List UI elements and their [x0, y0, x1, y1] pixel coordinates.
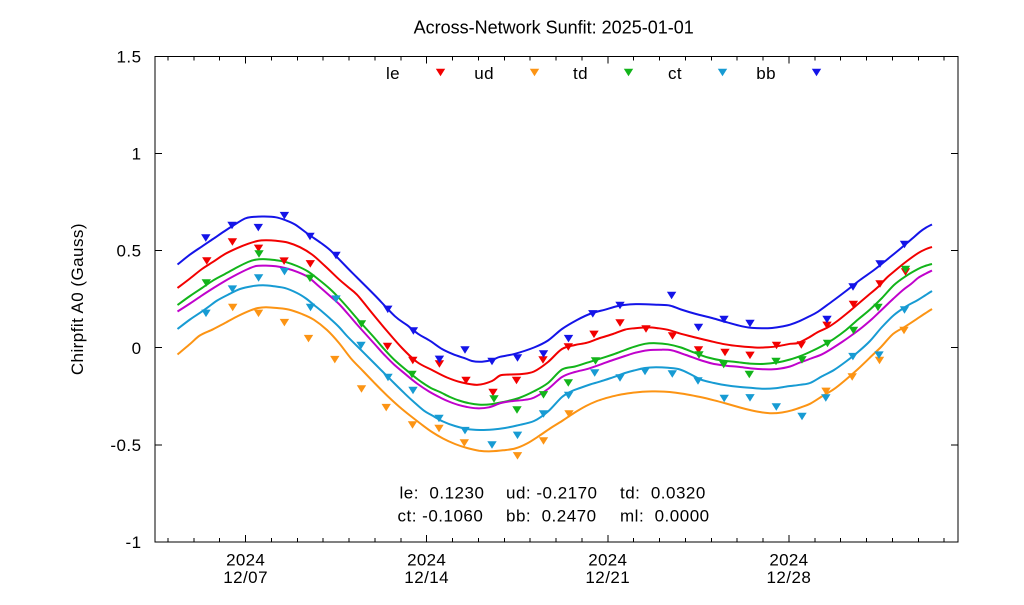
svg-text:ct: ct [668, 64, 682, 83]
svg-text:2024: 2024 [588, 551, 627, 570]
svg-text:2024: 2024 [407, 551, 446, 570]
svg-text:0: 0 [132, 339, 142, 358]
svg-text:0.5: 0.5 [117, 242, 142, 261]
svg-text:bb: bb [756, 64, 776, 83]
svg-text:ud: ud [474, 64, 494, 83]
svg-text:td: td [573, 64, 588, 83]
svg-text:-1: -1 [125, 533, 141, 552]
svg-text:bb: 0.2470: bb: 0.2470 [506, 507, 597, 526]
svg-text:td: 0.0320: td: 0.0320 [620, 483, 706, 502]
svg-text:le: 0.1230: le: 0.1230 [400, 483, 485, 502]
svg-text:12/28: 12/28 [767, 568, 812, 587]
svg-text:ml: 0.0000: ml: 0.0000 [620, 507, 710, 526]
svg-text:-0.5: -0.5 [110, 436, 141, 455]
svg-text:2024: 2024 [226, 551, 265, 570]
svg-text:1: 1 [132, 145, 142, 164]
svg-text:le: le [386, 64, 400, 83]
svg-text:ct: -0.1060: ct: -0.1060 [398, 507, 484, 526]
svg-text:2024: 2024 [769, 551, 808, 570]
svg-text:1.5: 1.5 [117, 48, 142, 67]
svg-text:Chirpfit A0 (Gauss): Chirpfit A0 (Gauss) [68, 223, 87, 375]
svg-text:12/07: 12/07 [223, 568, 268, 587]
svg-text:12/14: 12/14 [404, 568, 449, 587]
svg-text:Across-Network Sunfit: 2025-01: Across-Network Sunfit: 2025-01-01 [414, 17, 694, 37]
svg-text:12/21: 12/21 [585, 568, 630, 587]
svg-text:ud: -0.2170: ud: -0.2170 [506, 483, 598, 502]
